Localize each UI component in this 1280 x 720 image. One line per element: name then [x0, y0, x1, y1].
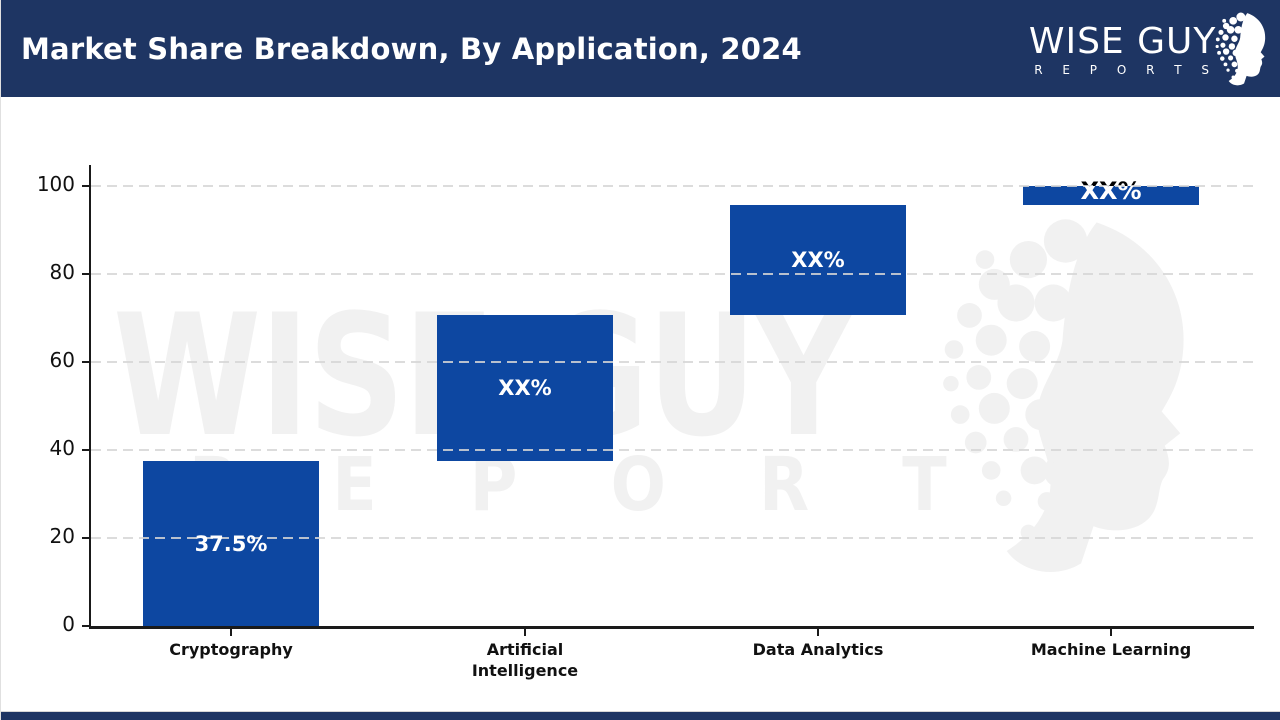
wise-guy-head-icon	[1215, 12, 1266, 86]
bar-value-label: XX%	[498, 375, 552, 400]
y-axis-tick	[82, 449, 91, 451]
y-axis-tick-label: 20	[49, 524, 75, 548]
watermark-text-reports: R E P O R T S	[189, 442, 1122, 528]
bar-value-label-clip: XX%	[730, 205, 906, 315]
gridline-60	[91, 361, 1254, 363]
bar-machine-learning	[1023, 186, 1199, 205]
x-category-label-machine-learning: Machine Learning	[1030, 640, 1192, 659]
y-axis-tick	[82, 273, 91, 275]
x-category-label-cryptography: Cryptography	[169, 640, 293, 659]
gridline-80	[91, 273, 1254, 275]
footer-band	[1, 712, 1280, 720]
x-axis-tick	[817, 629, 819, 636]
x-axis-tick	[230, 629, 232, 636]
y-axis-tick-label: 60	[49, 348, 75, 372]
brand-logo-name: WISE GUY	[1028, 21, 1217, 62]
bar-value-label: 37.5%	[194, 531, 268, 556]
gridline-40	[91, 449, 1254, 451]
bar-value-label-clip: XX%	[437, 315, 613, 461]
footer-divider	[1, 711, 1280, 712]
y-axis-tick	[82, 185, 91, 187]
page-title: Market Share Breakdown, By Application, …	[21, 31, 802, 66]
y-axis-tick-label: 100	[36, 172, 75, 196]
header-band: Market Share Breakdown, By Application, …	[1, 0, 1280, 97]
y-axis-tick-label: 40	[49, 436, 75, 460]
bar-artificial-intelligence	[437, 314, 613, 461]
y-axis-tick	[82, 537, 91, 539]
y-axis-tick	[82, 625, 91, 627]
brand-logo-text: WISE GUY R E P O R T S	[1028, 21, 1217, 77]
bar-value-label-clip: XX%	[1023, 186, 1199, 205]
y-axis-tick-label: 80	[49, 260, 75, 284]
x-category-label-artificial-intelligence: Artificial Intelligence	[471, 640, 579, 680]
bar-data-analytics	[730, 204, 906, 315]
bar-value-label: XX%	[1080, 186, 1142, 205]
x-category-label-data-analytics: Data Analytics	[752, 640, 884, 659]
bar-value-label-clip: 37.5%	[143, 461, 319, 626]
wise-guy-head-watermark-icon	[943, 219, 1184, 573]
y-axis-line	[89, 165, 91, 629]
brand-logo-subtitle: R E P O R T S	[1034, 63, 1217, 77]
x-axis-line	[89, 626, 1254, 629]
y-axis-tick	[82, 361, 91, 363]
y-axis-tick-label: 0	[62, 612, 75, 636]
brand-logo: WISE GUY R E P O R T S	[1028, 8, 1269, 90]
bar-cryptography	[143, 461, 319, 626]
x-axis-tick	[1110, 629, 1112, 636]
bar-value-label: XX%	[791, 247, 845, 272]
x-axis-tick	[524, 629, 526, 636]
